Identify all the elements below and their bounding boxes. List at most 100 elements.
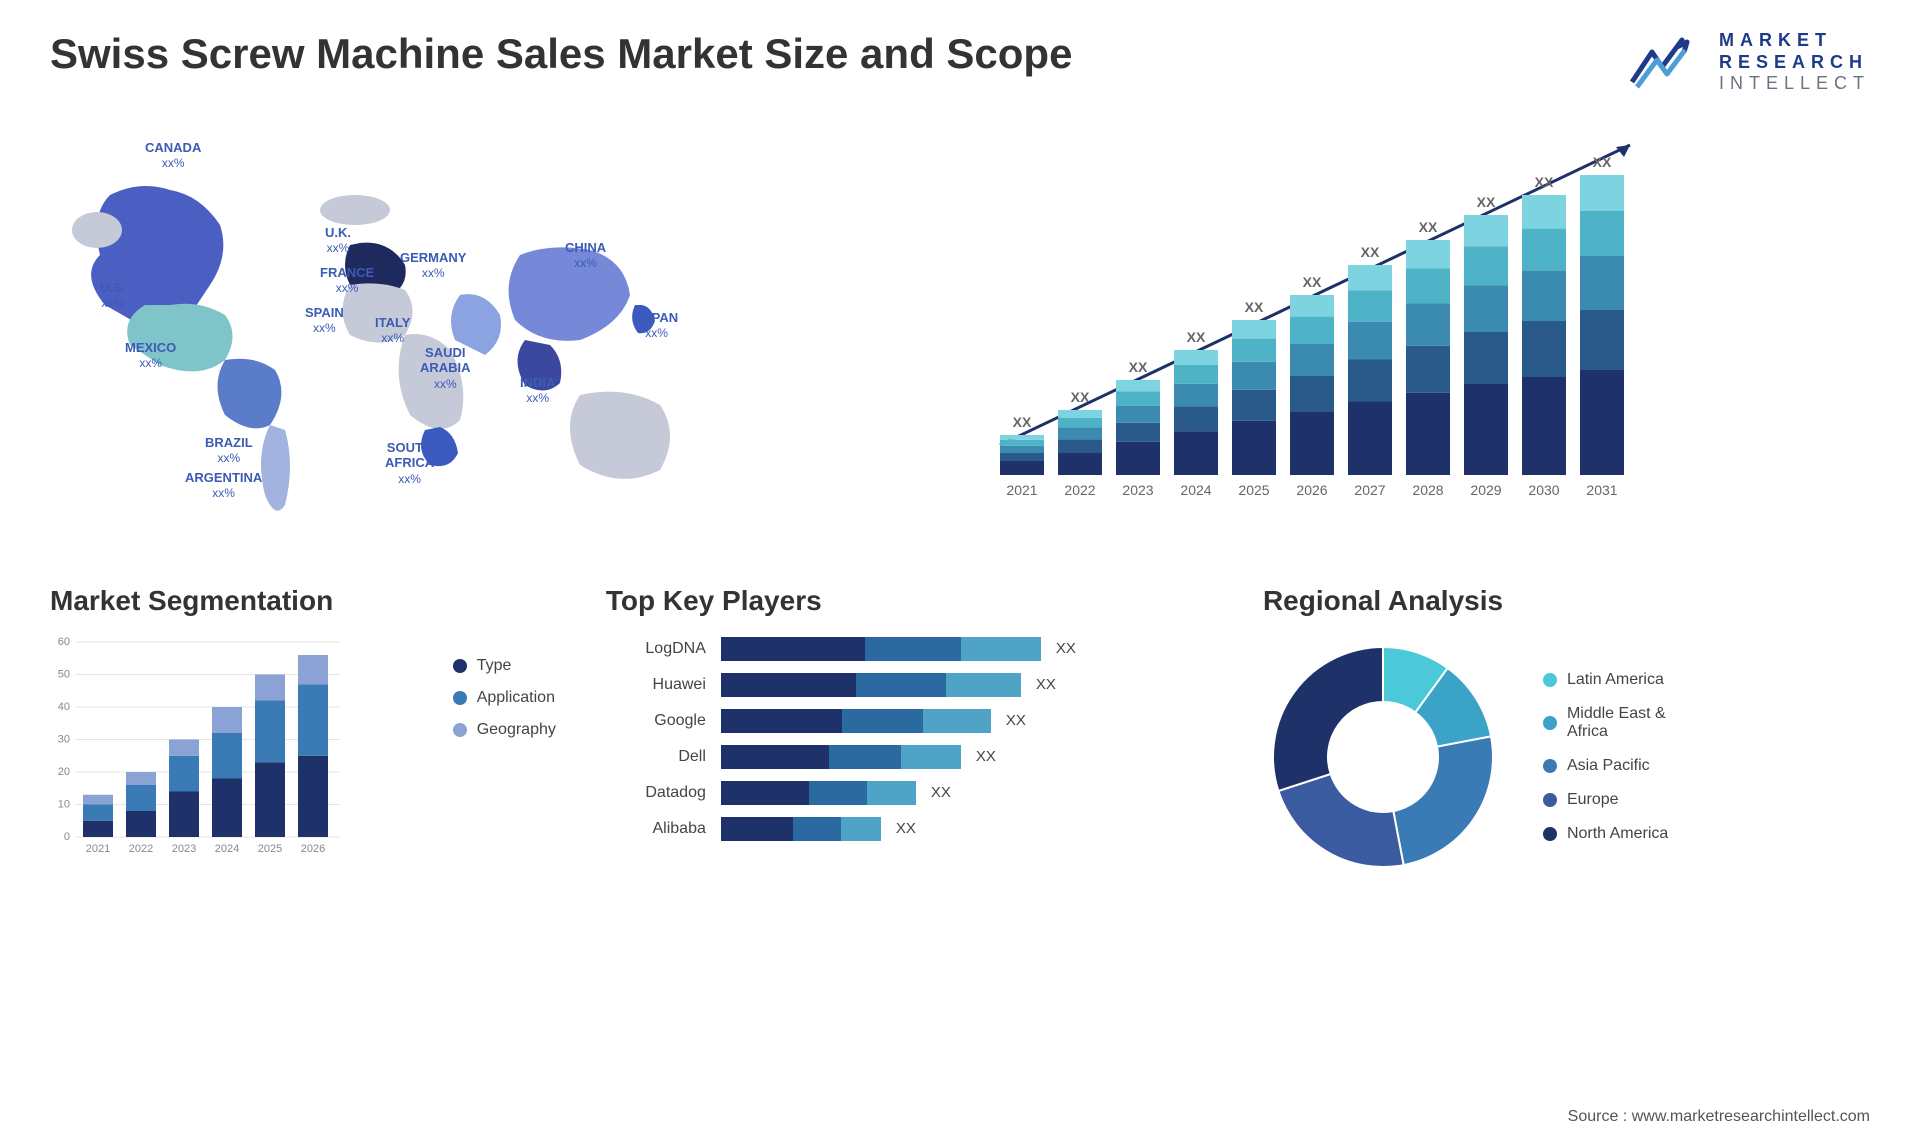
top-row: CANADAxx%U.S.xx%MEXICOxx%U.K.xx%GERMANYx… bbox=[50, 135, 1870, 535]
keyplayer-name: LogDNA bbox=[606, 640, 706, 658]
svg-text:2026: 2026 bbox=[301, 843, 325, 855]
keyplayer-row: Alibaba XX bbox=[606, 817, 1213, 841]
map-label: JAPANxx% bbox=[635, 310, 678, 341]
svg-text:2029: 2029 bbox=[1470, 482, 1501, 498]
legend-item: Type bbox=[453, 657, 556, 675]
keyplayer-name: Dell bbox=[606, 748, 706, 766]
svg-text:XX: XX bbox=[1071, 389, 1090, 405]
svg-text:50: 50 bbox=[58, 668, 70, 680]
svg-text:40: 40 bbox=[58, 701, 70, 713]
svg-text:XX: XX bbox=[1593, 154, 1612, 170]
map-label: CHINAxx% bbox=[565, 240, 606, 271]
keyplayer-name: Google bbox=[606, 712, 706, 730]
regional-donut bbox=[1263, 637, 1503, 877]
keyplayer-bar bbox=[721, 781, 916, 805]
legend-item: Middle East & Africa bbox=[1543, 705, 1668, 741]
map-label: CANADAxx% bbox=[145, 140, 201, 171]
svg-text:60: 60 bbox=[58, 637, 70, 648]
header: Swiss Screw Machine Sales Market Size an… bbox=[50, 30, 1870, 95]
svg-text:2026: 2026 bbox=[1296, 482, 1327, 498]
page-title: Swiss Screw Machine Sales Market Size an… bbox=[50, 30, 1072, 78]
regional-section: Regional Analysis Latin AmericaMiddle Ea… bbox=[1263, 585, 1870, 877]
svg-text:20: 20 bbox=[58, 766, 70, 778]
svg-text:XX: XX bbox=[1013, 414, 1032, 430]
regional-legend: Latin America Middle East & Africa Asia Pa… bbox=[1543, 671, 1668, 843]
svg-text:2024: 2024 bbox=[1180, 482, 1211, 498]
segmentation-chart: 0 10 20 30 40 50 60 2021 2022 2023 2024 2025 2026 bbox=[50, 637, 423, 857]
legend-item: Europe bbox=[1543, 791, 1668, 809]
svg-text:XX: XX bbox=[1245, 299, 1264, 315]
map-label: SOUTHAFRICAxx% bbox=[385, 440, 434, 487]
legend-item: North America bbox=[1543, 825, 1668, 843]
keyplayer-name: Alibaba bbox=[606, 820, 706, 838]
map-label: SPAINxx% bbox=[305, 305, 344, 336]
keyplayer-value: XX bbox=[931, 784, 951, 801]
bottom-row: Market Segmentation 0 10 20 30 40 50 60 2021 202… bbox=[50, 585, 1870, 877]
keyplayer-name: Datadog bbox=[606, 784, 706, 802]
keyplayer-row: Dell XX bbox=[606, 745, 1213, 769]
svg-text:2022: 2022 bbox=[1064, 482, 1095, 498]
source-label: Source : www.marketresearchintellect.com bbox=[1568, 1108, 1870, 1126]
legend-item: Asia Pacific bbox=[1543, 757, 1668, 775]
svg-text:XX: XX bbox=[1129, 359, 1148, 375]
map-label: FRANCExx% bbox=[320, 265, 374, 296]
keyplayer-row: Datadog XX bbox=[606, 781, 1213, 805]
keyplayers-section: Top Key Players LogDNA XX Huawei XX Google XX… bbox=[606, 585, 1213, 877]
map-label: INDIAxx% bbox=[520, 375, 555, 406]
svg-text:2021: 2021 bbox=[1006, 482, 1037, 498]
keyplayer-bar bbox=[721, 637, 1041, 661]
svg-text:XX: XX bbox=[1187, 329, 1206, 345]
map-label: SAUDIARABIAxx% bbox=[420, 345, 471, 392]
keyplayer-bar bbox=[721, 709, 991, 733]
svg-text:10: 10 bbox=[58, 798, 70, 810]
keyplayer-row: Google XX bbox=[606, 709, 1213, 733]
svg-text:2025: 2025 bbox=[258, 843, 282, 855]
legend-item: Latin America bbox=[1543, 671, 1668, 689]
svg-text:XX: XX bbox=[1303, 274, 1322, 290]
keyplayer-value: XX bbox=[896, 820, 916, 837]
keyplayer-value: XX bbox=[1056, 640, 1076, 657]
keyplayer-value: XX bbox=[1036, 676, 1056, 693]
svg-text:XX: XX bbox=[1361, 244, 1380, 260]
svg-text:XX: XX bbox=[1535, 174, 1554, 190]
svg-text:2028: 2028 bbox=[1412, 482, 1443, 498]
map-label: ARGENTINAxx% bbox=[185, 470, 262, 501]
keyplayer-value: XX bbox=[976, 748, 996, 765]
keyplayer-bar bbox=[721, 817, 881, 841]
map-label: U.K.xx% bbox=[325, 225, 351, 256]
segmentation-section: Market Segmentation 0 10 20 30 40 50 60 2021 202… bbox=[50, 585, 556, 877]
keyplayer-value: XX bbox=[1006, 712, 1026, 729]
svg-text:2030: 2030 bbox=[1528, 482, 1559, 498]
world-map-section: CANADAxx%U.S.xx%MEXICOxx%U.K.xx%GERMANYx… bbox=[50, 135, 930, 535]
keyplayer-bar bbox=[721, 673, 1021, 697]
svg-text:2024: 2024 bbox=[215, 843, 239, 855]
brand-logo: MARKET RESEARCH INTELLECT bbox=[1627, 30, 1870, 95]
keyplayers-rows: LogDNAXXHuaweiXXGoogleXXDellXXDatadogXXA… bbox=[606, 637, 1213, 841]
svg-text:2021: 2021 bbox=[86, 843, 110, 855]
logo-text: MARKET RESEARCH INTELLECT bbox=[1719, 30, 1870, 95]
keyplayer-bar bbox=[721, 745, 961, 769]
keyplayer-row: LogDNA XX bbox=[606, 637, 1213, 661]
map-label: ITALYxx% bbox=[375, 315, 410, 346]
svg-text:30: 30 bbox=[58, 733, 70, 745]
map-label: GERMANYxx% bbox=[400, 250, 466, 281]
svg-text:0: 0 bbox=[64, 831, 70, 843]
growth-chart-svg: XX2021XX2022XX2023XX2024XX2025XX2026XX20… bbox=[990, 135, 1650, 525]
logo-icon bbox=[1627, 32, 1707, 92]
legend-item: Geography bbox=[453, 721, 556, 739]
keyplayer-row: Huawei XX bbox=[606, 673, 1213, 697]
svg-text:2025: 2025 bbox=[1238, 482, 1269, 498]
segmentation-title: Market Segmentation bbox=[50, 585, 556, 617]
svg-text:2022: 2022 bbox=[129, 843, 153, 855]
svg-text:2027: 2027 bbox=[1354, 482, 1385, 498]
map-label: MEXICOxx% bbox=[125, 340, 176, 371]
svg-text:2031: 2031 bbox=[1586, 482, 1617, 498]
svg-text:2023: 2023 bbox=[172, 843, 196, 855]
segmentation-legend: TypeApplicationGeography bbox=[453, 637, 556, 739]
svg-text:XX: XX bbox=[1419, 219, 1438, 235]
keyplayers-title: Top Key Players bbox=[606, 585, 1213, 617]
svg-text:XX: XX bbox=[1477, 194, 1496, 210]
map-label: BRAZILxx% bbox=[205, 435, 253, 466]
growth-bar-chart: XX2021XX2022XX2023XX2024XX2025XX2026XX20… bbox=[990, 135, 1870, 535]
keyplayer-name: Huawei bbox=[606, 676, 706, 694]
